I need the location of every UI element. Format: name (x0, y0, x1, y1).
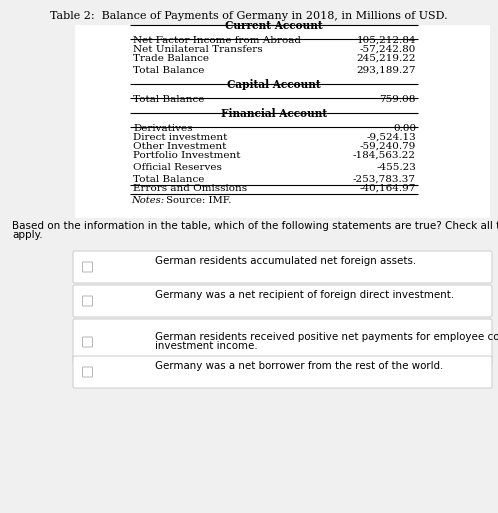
Text: Capital Account: Capital Account (227, 79, 321, 90)
Text: Other Investment: Other Investment (133, 142, 227, 151)
Text: -9,524.13: -9,524.13 (366, 133, 416, 142)
Text: Portfolio Investment: Portfolio Investment (133, 151, 241, 160)
Text: Total Balance: Total Balance (133, 95, 204, 104)
Text: Notes:: Notes: (131, 196, 164, 205)
Text: Derivatives: Derivatives (133, 124, 193, 133)
Text: Germany was a net recipient of foreign direct investment.: Germany was a net recipient of foreign d… (155, 290, 454, 300)
Text: apply.: apply. (12, 230, 43, 240)
FancyBboxPatch shape (73, 285, 492, 317)
Text: -455.23: -455.23 (376, 163, 416, 172)
Text: 293,189.27: 293,189.27 (357, 66, 416, 75)
Text: investment income.: investment income. (155, 341, 257, 351)
Text: 759.08: 759.08 (379, 95, 416, 104)
Text: Financial Account: Financial Account (221, 108, 327, 119)
Text: Total Balance: Total Balance (133, 66, 204, 75)
Text: Current Account: Current Account (225, 20, 323, 31)
FancyBboxPatch shape (83, 262, 93, 272)
Text: -40,164.97: -40,164.97 (360, 184, 416, 193)
Text: Trade Balance: Trade Balance (133, 54, 209, 63)
Text: -59,240.79: -59,240.79 (360, 142, 416, 151)
Text: Table 2:  Balance of Payments of Germany in 2018, in Millions of USD.: Table 2: Balance of Payments of Germany … (50, 11, 448, 21)
Text: Net Factor Income from Abroad: Net Factor Income from Abroad (133, 36, 301, 45)
Text: Direct investment: Direct investment (133, 133, 228, 142)
Text: Based on the information in the table, which of the following statements are tru: Based on the information in the table, w… (12, 221, 498, 231)
Text: Germany was a net borrower from the rest of the world.: Germany was a net borrower from the rest… (155, 361, 443, 371)
Text: -184,563.22: -184,563.22 (353, 151, 416, 160)
Text: Errors and Omissions: Errors and Omissions (133, 184, 247, 193)
Text: German residents accumulated net foreign assets.: German residents accumulated net foreign… (155, 256, 416, 266)
Text: Official Reserves: Official Reserves (133, 163, 222, 172)
FancyBboxPatch shape (83, 337, 93, 347)
Text: 0.00: 0.00 (393, 124, 416, 133)
Text: 245,219.22: 245,219.22 (357, 54, 416, 63)
Text: Total Balance: Total Balance (133, 175, 204, 184)
Text: -253,783.37: -253,783.37 (353, 175, 416, 184)
FancyBboxPatch shape (73, 319, 492, 365)
FancyBboxPatch shape (73, 251, 492, 283)
FancyBboxPatch shape (83, 296, 93, 306)
Bar (75, 25, 490, 218)
Text: -57,242.80: -57,242.80 (360, 45, 416, 54)
Text: German residents received positive net payments for employee compensation and: German residents received positive net p… (155, 332, 498, 342)
Text: 105,212.84: 105,212.84 (357, 36, 416, 45)
FancyBboxPatch shape (73, 356, 492, 388)
Text: Source: IMF.: Source: IMF. (163, 196, 232, 205)
FancyBboxPatch shape (83, 367, 93, 377)
Text: Net Unilateral Transfers: Net Unilateral Transfers (133, 45, 262, 54)
